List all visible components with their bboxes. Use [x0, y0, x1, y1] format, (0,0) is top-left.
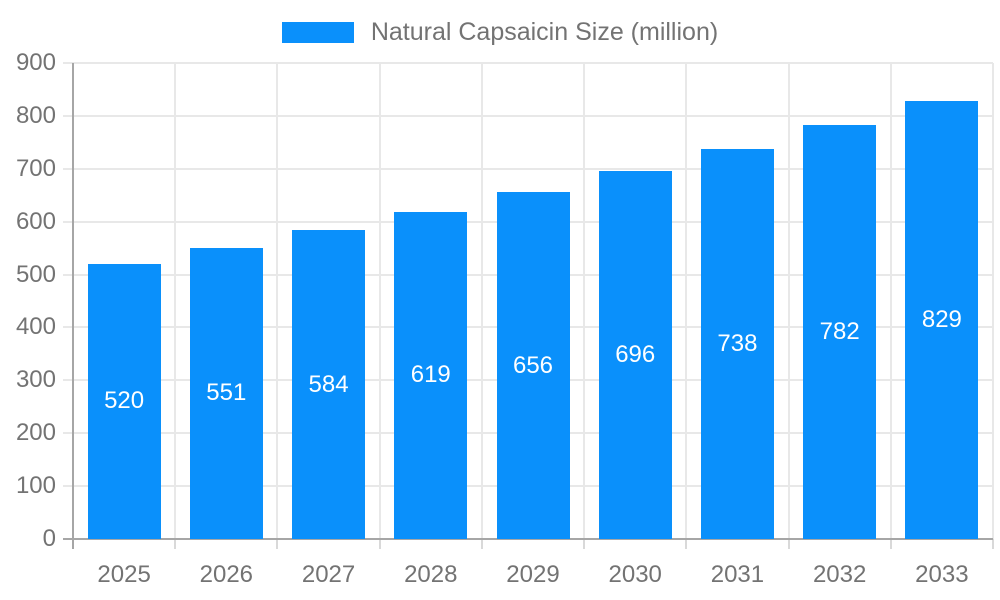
x-gridline [378, 63, 381, 539]
x-axis-label: 2031 [710, 561, 765, 588]
x-gridline [889, 63, 892, 539]
legend[interactable]: Natural Capsaicin Size (million) [0, 17, 1000, 47]
x-tick [72, 539, 74, 549]
y-tick [63, 62, 73, 64]
x-tick [889, 539, 892, 549]
bar-value-label: 520 [104, 387, 145, 415]
bar[interactable] [496, 192, 570, 539]
y-axis-label: 900 [15, 49, 56, 76]
y-gridline [73, 62, 993, 64]
x-gridline [276, 63, 279, 539]
x-tick [583, 539, 586, 549]
x-gridline [174, 63, 177, 539]
x-axis-label: 2026 [199, 561, 254, 588]
y-axis-label: 600 [15, 207, 56, 235]
bar-value-label: 829 [921, 305, 962, 333]
x-axis-label: 2027 [301, 561, 356, 588]
y-gridline [73, 167, 993, 170]
y-gridline [73, 114, 993, 117]
y-tick [63, 379, 73, 382]
bar[interactable] [189, 247, 263, 539]
legend-label: Natural Capsaicin Size (million) [370, 18, 719, 46]
x-tick [787, 539, 790, 549]
x-axis-label: 2025 [97, 561, 151, 588]
bar-value-label: 584 [308, 370, 349, 398]
bar-value-label: 656 [512, 351, 554, 379]
y-tick [63, 326, 73, 329]
bar[interactable] [394, 211, 468, 539]
y-tick [63, 167, 73, 170]
x-tick [276, 539, 279, 549]
x-tick [685, 539, 688, 549]
x-axis-label: 2029 [506, 561, 560, 588]
y-axis-label: 400 [15, 313, 56, 341]
y-tick [63, 220, 73, 223]
x-gridline [787, 63, 790, 539]
legend-swatch-icon [281, 21, 354, 43]
y-axis-label: 800 [15, 101, 56, 129]
x-axis-line [63, 538, 993, 540]
y-axis-label: 700 [15, 154, 56, 182]
bar-value-label: 782 [819, 318, 860, 346]
x-gridline [685, 63, 688, 539]
y-axis-label: 100 [15, 472, 56, 500]
bar[interactable] [87, 263, 161, 539]
x-tick [480, 539, 483, 549]
y-axis-line [72, 63, 74, 539]
x-axis-label: 2030 [608, 561, 662, 588]
bar[interactable] [292, 230, 366, 539]
x-gridline [480, 63, 483, 539]
x-axis-label: 2028 [404, 561, 458, 588]
y-tick [63, 485, 73, 488]
x-tick [174, 539, 177, 549]
x-tick [378, 539, 381, 549]
bar-value-label: 619 [410, 361, 451, 389]
bar-value-label: 696 [615, 340, 656, 368]
x-axis-label: 2033 [915, 561, 969, 588]
x-gridline [583, 63, 586, 539]
bar-value-label: 551 [206, 379, 247, 407]
x-tick [992, 539, 994, 549]
y-tick [63, 114, 73, 117]
y-tick [63, 273, 73, 276]
x-gridline [992, 63, 994, 539]
y-axis-label: 300 [15, 366, 56, 394]
y-axis-label: 500 [15, 260, 56, 288]
y-tick [63, 432, 73, 435]
x-axis-label: 2032 [812, 561, 867, 588]
bar[interactable] [700, 148, 774, 539]
y-axis-label: 200 [15, 419, 56, 447]
y-axis-label: 0 [42, 525, 56, 552]
bar[interactable] [598, 170, 672, 539]
bar[interactable] [803, 125, 877, 539]
bar-value-label: 738 [717, 329, 758, 357]
bar[interactable] [905, 100, 979, 539]
